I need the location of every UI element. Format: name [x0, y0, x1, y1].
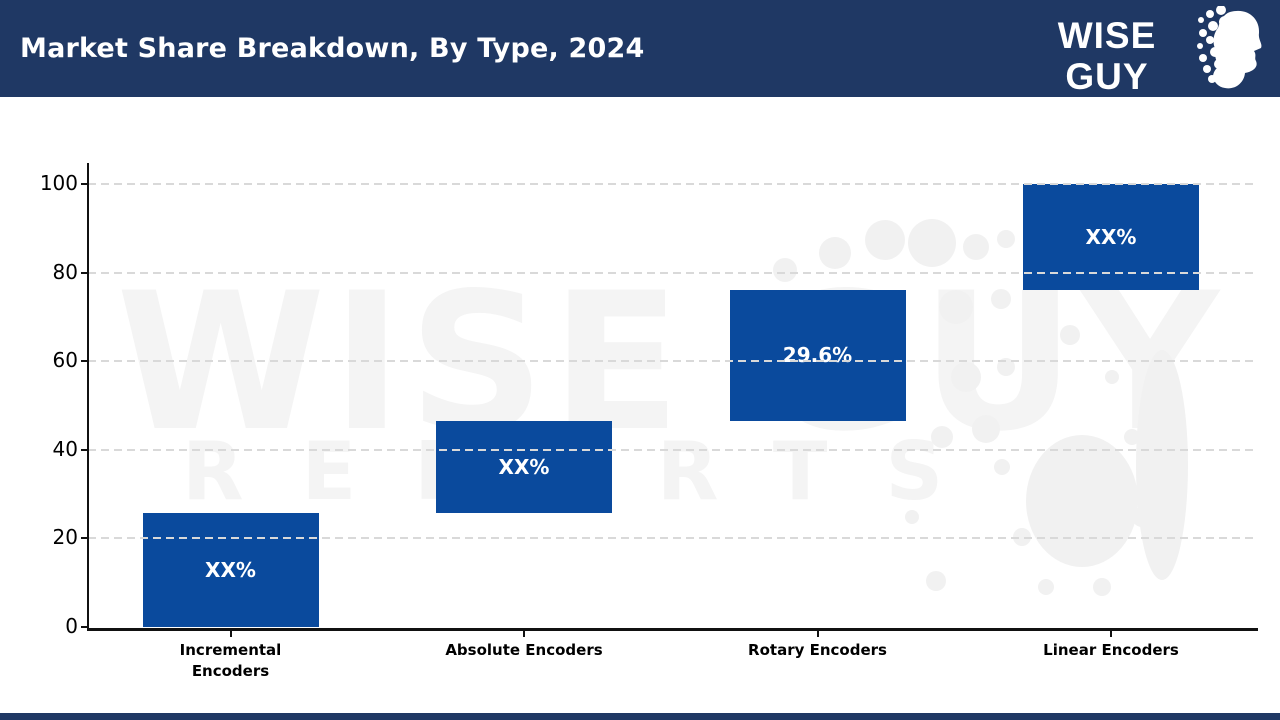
x-category-label: Absolute Encoders: [445, 641, 603, 659]
bar: XX%: [1023, 184, 1199, 290]
bar: XX%: [142, 512, 319, 627]
x-axis-spine: [87, 628, 1258, 631]
gridline: [88, 537, 1258, 540]
footer-bar: [0, 713, 1280, 720]
x-category-label: Linear Encoders: [1043, 641, 1179, 659]
y-tick-mark: [81, 626, 87, 628]
brand-name: WISE GUY: [1057, 15, 1157, 97]
gridline: [88, 360, 1258, 363]
y-tick-mark: [81, 537, 87, 540]
y-tick-mark: [81, 271, 87, 274]
y-tick-label: 100: [39, 171, 78, 196]
x-category-label: Rotary Encoders: [748, 641, 887, 659]
y-tick-mark: [81, 360, 87, 363]
y-axis-spine: [87, 163, 89, 629]
x-tick-mark: [523, 631, 525, 637]
logo-face-dots-icon: [1197, 6, 1262, 89]
brand-logo: WISE GUY REPORTS: [1016, 4, 1266, 113]
y-tick-label: 0: [65, 614, 78, 638]
y-tick-label: 20: [52, 525, 78, 550]
x-tick-mark: [1110, 631, 1112, 637]
watermark-face-dots-icon: [773, 219, 1188, 596]
gridline: [88, 448, 1258, 451]
y-tick-mark: [81, 183, 87, 186]
y-tick-mark: [81, 448, 87, 451]
bar-value-label: XX%: [1085, 224, 1137, 249]
gridline: [88, 271, 1258, 274]
x-tick-mark: [229, 631, 232, 637]
gridline: [88, 183, 1258, 186]
brand-subname: REPORTS: [1047, 98, 1173, 114]
y-tick-label: 60: [52, 348, 78, 373]
y-tick-label: 80: [52, 259, 78, 284]
x-tick-mark: [816, 631, 819, 637]
x-category-label: Incremental Encoders: [179, 641, 282, 680]
bar-value-label: XX%: [498, 454, 550, 479]
chart-title: Market Share Breakdown, By Type, 2024: [20, 33, 645, 64]
bar-value-label: XX%: [205, 557, 256, 582]
bar: XX%: [436, 420, 612, 513]
y-tick-label: 40: [52, 436, 78, 461]
header-bar: Market Share Breakdown, By Type, 2024 WI…: [0, 0, 1280, 113]
brand-logo-text: WISE GUY REPORTS: [1016, 15, 1198, 114]
bar-value-label: 29.6%: [782, 343, 853, 368]
watermark-brand-text: WISE GUY: [116, 252, 1225, 473]
bar: 29.6%: [729, 289, 906, 421]
